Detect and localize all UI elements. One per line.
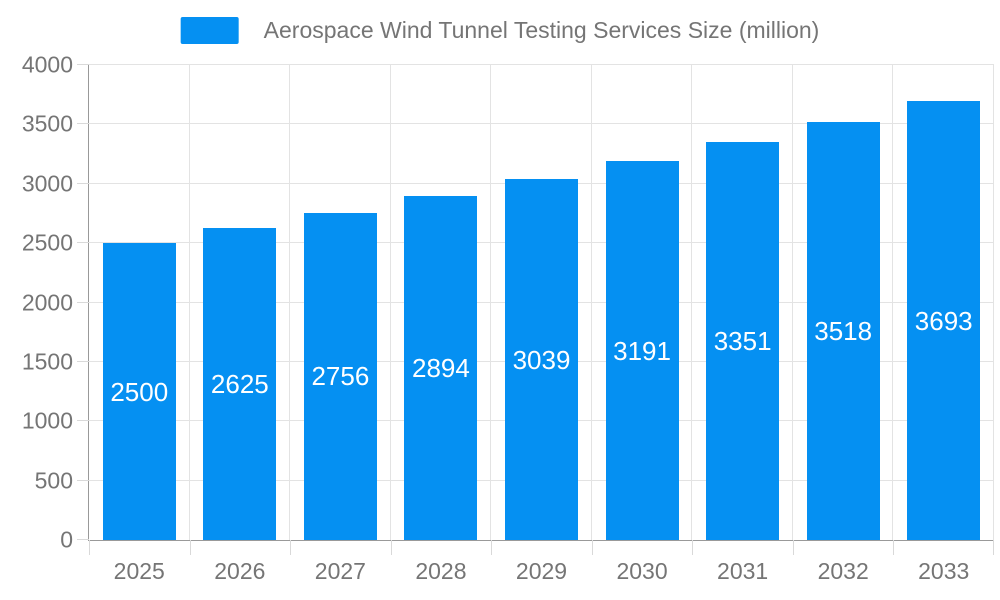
gridline-vertical [993, 65, 994, 540]
legend-swatch [180, 17, 239, 44]
bar-value-label: 3518 [814, 316, 873, 347]
x-axis-label: 2029 [515, 558, 568, 584]
y-axis-tick [77, 360, 89, 362]
bar-2025[interactable]: 2500 [102, 243, 176, 540]
y-axis-tick [77, 539, 89, 540]
x-axis-tick [390, 540, 392, 555]
x-axis-label: 2026 [214, 558, 266, 584]
x-axis-tick [290, 540, 292, 555]
bar-value-label: 2625 [210, 369, 269, 400]
bar-2033[interactable]: 3693 [907, 101, 981, 540]
gridline-vertical [490, 65, 492, 540]
bar-value-label: 3351 [713, 326, 772, 357]
bar-value-label: 2500 [110, 376, 169, 407]
bar-2030[interactable]: 3191 [605, 161, 679, 540]
bar-2026[interactable]: 2625 [203, 228, 277, 540]
bar-value-label: 3039 [512, 344, 571, 375]
x-axis-label: 2025 [113, 558, 165, 584]
gridline-vertical [389, 65, 391, 540]
x-axis-label: 2027 [314, 558, 366, 584]
x-axis-tick [491, 540, 493, 555]
y-axis-label: 2000 [21, 289, 73, 315]
bar-value-label: 3693 [914, 305, 973, 336]
plot-area: 0 500 1000 1500 2000 2500 3000 3500 4000 2500 2025… [22, 53, 994, 583]
y-axis-tick [77, 242, 89, 244]
y-axis-label: 2500 [21, 229, 73, 256]
x-axis-tick [893, 540, 895, 555]
x-axis-label: 2031 [717, 558, 769, 584]
x-axis-label: 2030 [616, 558, 668, 584]
y-axis-label: 4000 [21, 51, 73, 78]
gridline-vertical [188, 65, 190, 540]
gridline-vertical [691, 65, 693, 540]
bar-value-label: 2756 [311, 361, 370, 392]
gridline-vertical [289, 65, 291, 540]
x-axis-tick [993, 540, 994, 555]
y-axis-label: 0 [60, 526, 73, 553]
bar-2027[interactable]: 2756 [303, 212, 377, 540]
gridline-vertical [791, 65, 793, 540]
bar-2029[interactable]: 3039 [505, 179, 578, 540]
y-axis-tick [77, 123, 89, 125]
gridline-vertical [892, 65, 894, 540]
gridline-horizontal [89, 123, 994, 125]
y-axis-label: 1500 [21, 348, 73, 375]
x-axis-tick [792, 540, 794, 555]
x-axis-label: 2033 [918, 558, 970, 584]
bar-2032[interactable]: 3518 [806, 122, 880, 540]
x-axis-tick [89, 540, 90, 555]
y-axis-tick [77, 64, 89, 65]
legend-label: Aerospace Wind Tunnel Testing Services S… [263, 17, 820, 43]
y-axis-tick [77, 479, 89, 481]
y-axis-tick [77, 301, 89, 303]
y-axis-label: 500 [34, 467, 73, 494]
bar-value-label: 3191 [613, 335, 671, 366]
x-axis-tick [692, 540, 694, 555]
x-axis-tick [591, 540, 593, 555]
bar-value-label: 2894 [412, 353, 470, 384]
y-axis-label: 1000 [21, 407, 73, 434]
y-axis-label: 3000 [21, 170, 73, 197]
x-axis-tick [189, 540, 191, 555]
legend-item[interactable]: Aerospace Wind Tunnel Testing Services S… [180, 17, 820, 44]
y-axis-tick [77, 420, 89, 422]
gridline-vertical [590, 65, 592, 540]
x-axis-label: 2028 [415, 558, 467, 584]
x-axis-label: 2032 [817, 558, 869, 584]
bar-2031[interactable]: 3351 [706, 142, 780, 540]
y-axis-tick [77, 182, 89, 184]
y-axis-label: 3500 [21, 110, 73, 137]
bar-2028[interactable]: 2894 [404, 196, 478, 540]
gridline-horizontal [89, 64, 994, 65]
